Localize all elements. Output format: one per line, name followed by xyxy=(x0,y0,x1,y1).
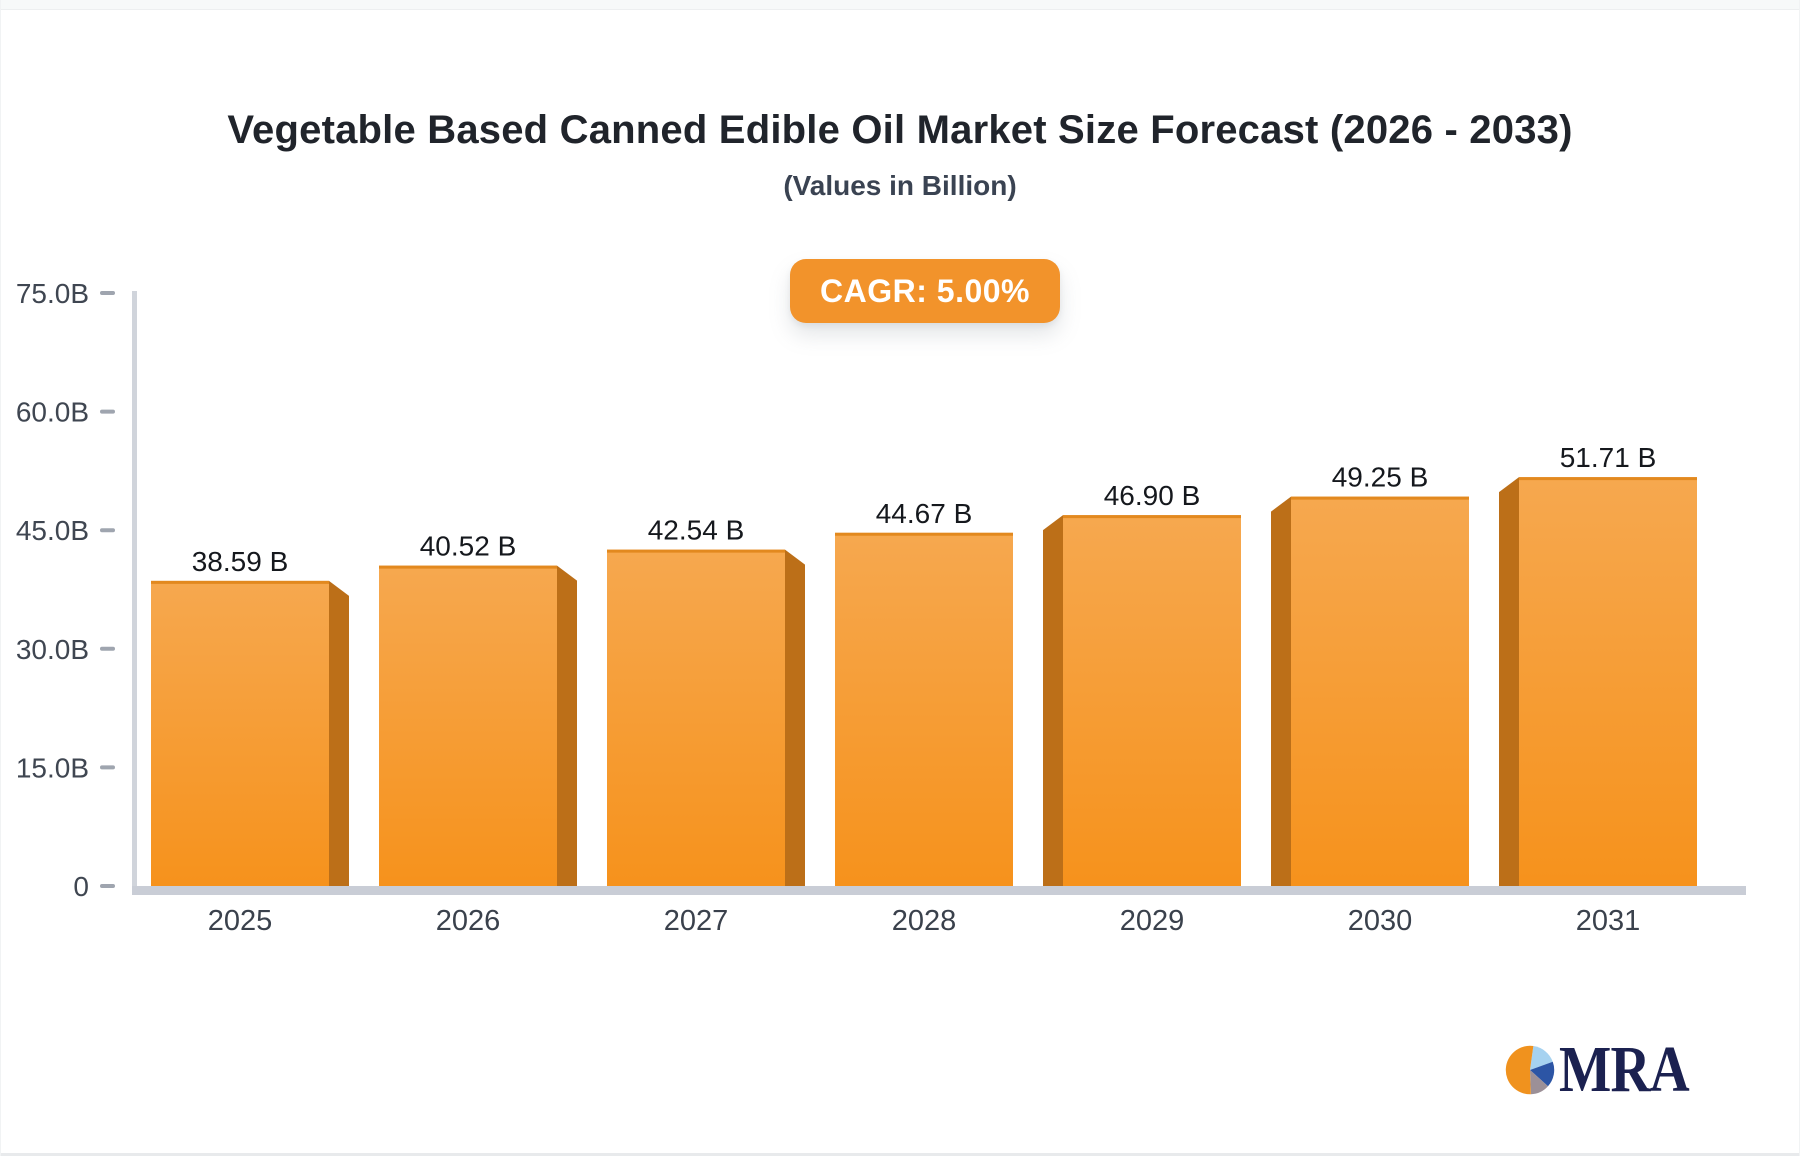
y-tick-label: 60.0B xyxy=(16,397,89,428)
chart-title: Vegetable Based Canned Edible Oil Market… xyxy=(227,108,1573,152)
bottom-edge-strip xyxy=(1,1153,1799,1156)
bar-2029 xyxy=(1043,515,1241,886)
y-tick-label: 0 xyxy=(73,871,89,902)
pie-slice-gray xyxy=(1530,1070,1548,1095)
cagr-badge: CAGR: 5.00% xyxy=(790,259,1060,323)
bar-side-face xyxy=(785,549,805,886)
bar-value-label: 51.71 B xyxy=(1560,442,1657,473)
y-tick-label: 45.0B xyxy=(16,515,89,546)
y-tick-dash xyxy=(100,528,115,533)
bar-2025 xyxy=(151,580,349,886)
x-axis-label: 2030 xyxy=(1348,905,1413,937)
y-tick-dash xyxy=(100,409,115,414)
bar-2030 xyxy=(1271,496,1469,886)
x-axis-label: 2029 xyxy=(1120,905,1185,937)
y-tick-label: 15.0B xyxy=(16,752,89,783)
brand-logo: MRA xyxy=(1504,1033,1714,1106)
y-axis-line xyxy=(132,291,137,895)
bar-front-face xyxy=(607,549,785,886)
y-tick-label: 75.0B xyxy=(16,278,89,309)
y-tick-dash xyxy=(100,884,115,888)
x-axis-label: 2027 xyxy=(664,905,729,937)
bar-side-face xyxy=(1043,515,1063,886)
bar-side-face xyxy=(1271,496,1291,886)
x-axis-label: 2026 xyxy=(436,905,501,937)
top-edge-strip xyxy=(1,0,1799,10)
bar-front-face xyxy=(1291,496,1469,886)
bar-2027 xyxy=(607,549,805,886)
pie-slice-blue xyxy=(1530,1061,1555,1087)
pie-slice-light-blue xyxy=(1530,1046,1553,1070)
bar-side-face xyxy=(329,580,349,886)
y-tick-dash xyxy=(100,646,115,651)
bar-front-face xyxy=(1063,515,1241,886)
y-tick-dash xyxy=(100,765,115,770)
y-tick-label: 30.0B xyxy=(16,634,89,665)
bar-front-face xyxy=(835,532,1013,886)
bar-value-label: 49.25 B xyxy=(1332,462,1429,493)
brand-logo-text: MRA xyxy=(1559,1033,1690,1106)
bar-front-face xyxy=(1519,477,1697,886)
bar-value-label: 38.59 B xyxy=(192,546,289,577)
pie-chart-logo-icon xyxy=(1505,1045,1555,1095)
bar-value-label: 46.90 B xyxy=(1104,480,1201,511)
bar-2026 xyxy=(379,565,577,886)
chart-subtitle: (Values in Billion) xyxy=(783,170,1017,201)
bar-value-label: 42.54 B xyxy=(648,515,745,546)
pie-slice-orange xyxy=(1505,1045,1534,1095)
x-axis-label: 2025 xyxy=(208,905,273,937)
bar-front-face xyxy=(379,565,557,886)
bar-value-label: 44.67 B xyxy=(876,498,973,529)
x-axis-line xyxy=(132,886,1746,895)
bar-side-face xyxy=(557,565,577,886)
x-axis-label: 2028 xyxy=(892,905,957,937)
y-tick-dash xyxy=(100,291,115,295)
x-axis-label: 2031 xyxy=(1576,905,1641,937)
bar-2028 xyxy=(835,532,1013,886)
bar-2031 xyxy=(1499,477,1697,886)
bar-side-face xyxy=(1499,477,1519,886)
bar-front-face xyxy=(151,580,329,886)
bar-value-label: 40.52 B xyxy=(420,531,517,562)
